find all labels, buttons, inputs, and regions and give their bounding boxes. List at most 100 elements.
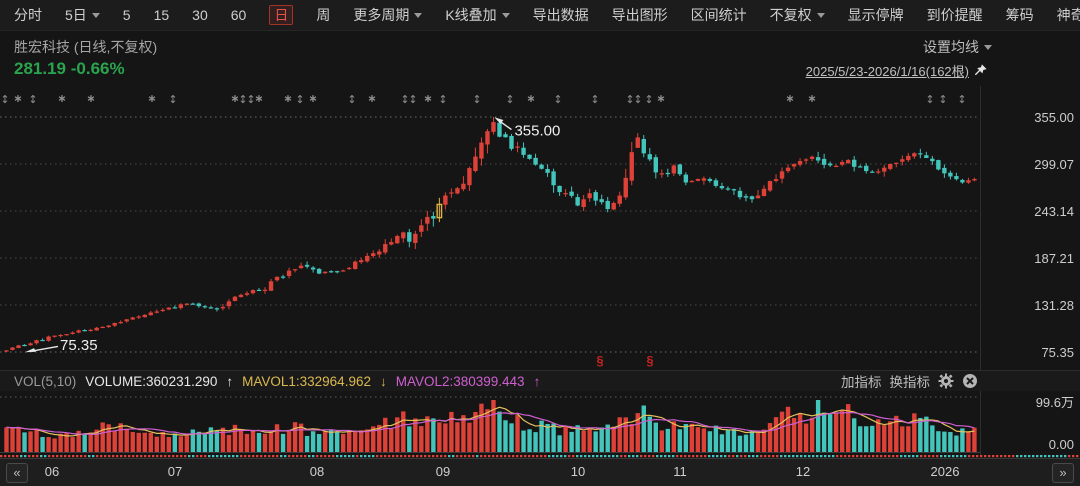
volume-bar xyxy=(22,432,27,452)
candle xyxy=(359,257,364,264)
volume-bar xyxy=(479,403,484,452)
switch-indicator-button[interactable]: 换指标 xyxy=(889,375,931,390)
candle xyxy=(683,172,689,186)
volume-bar xyxy=(791,417,797,452)
volume-bar xyxy=(870,425,875,452)
toolbar-item-17[interactable]: 神奇九 xyxy=(1056,7,1080,23)
volume-up-arrow: ↑ xyxy=(226,373,234,389)
price-change-pct: -0.66% xyxy=(70,59,125,78)
candle xyxy=(461,176,466,192)
volume-bar xyxy=(322,431,328,452)
time-axis-label-07: 07 xyxy=(167,464,183,479)
toolbar-item-5[interactable]: 60 xyxy=(230,7,247,23)
volume-bar xyxy=(689,423,695,452)
candle xyxy=(689,179,695,183)
candle xyxy=(623,168,628,200)
toolbar-item-6[interactable]: 日 xyxy=(269,5,294,25)
volume-bar xyxy=(737,435,743,452)
toolbar-item-14[interactable]: 显示停牌 xyxy=(847,7,904,23)
toolbar-item-11[interactable]: 导出图形 xyxy=(611,7,668,23)
svg-text:∗: ∗ xyxy=(86,92,95,105)
volume-bar xyxy=(28,431,33,452)
time-axis-label-12: 12 xyxy=(795,464,811,479)
date-range-link[interactable]: 2025/5/23-2026/1/16(162根) xyxy=(805,64,969,79)
volume-bar xyxy=(280,433,286,452)
volume-indicator-header: VOL(5,10) VOLUME:360231.290 ↑ MAVOL1:332… xyxy=(0,371,1080,391)
volume-bar xyxy=(593,431,598,452)
volume-bar xyxy=(761,429,767,452)
candle xyxy=(286,267,292,279)
toolbar-item-13[interactable]: 不复权 xyxy=(770,5,825,25)
candle xyxy=(202,305,208,309)
volume-bar xyxy=(34,428,39,452)
scroll-right-button[interactable]: » xyxy=(1052,463,1074,483)
toolbar-item-8[interactable]: 更多周期 xyxy=(353,5,423,25)
volume-bar xyxy=(906,426,911,452)
candle xyxy=(647,148,652,162)
gear-icon[interactable] xyxy=(938,373,954,389)
volume-bar xyxy=(40,436,45,452)
add-indicator-button[interactable]: 加指标 xyxy=(841,375,882,390)
volume-bar xyxy=(401,411,406,452)
candle xyxy=(665,168,671,177)
candle xyxy=(894,162,899,168)
toolbar-item-10[interactable]: 导出数据 xyxy=(532,7,589,23)
volume-bar xyxy=(972,427,977,452)
chevron-down-icon xyxy=(414,12,423,18)
price-axis-label: 299.07 xyxy=(1034,157,1074,172)
volume-bar xyxy=(845,404,851,452)
volume-bar xyxy=(148,432,153,452)
candle xyxy=(743,193,749,202)
volume-chart[interactable] xyxy=(0,392,980,455)
candle xyxy=(220,303,226,311)
ma-settings-button[interactable]: 设置均线 xyxy=(923,37,992,57)
volume-bar xyxy=(677,429,683,452)
volume-bar xyxy=(587,428,592,452)
candle xyxy=(100,326,105,329)
candle xyxy=(316,267,322,275)
volume-bar xyxy=(298,423,304,452)
volume-bar xyxy=(731,429,737,452)
candle xyxy=(106,324,111,328)
candle xyxy=(346,266,352,270)
candle xyxy=(569,186,574,198)
toolbar-item-2[interactable]: 5 xyxy=(122,7,131,23)
ma-settings-label: 设置均线 xyxy=(923,39,979,55)
toolbar-item-1[interactable]: 5日 xyxy=(65,5,100,25)
volume-bar xyxy=(707,431,713,452)
toolbar-item-4[interactable]: 30 xyxy=(192,7,208,23)
candle xyxy=(214,307,220,312)
toolbar-item-7[interactable]: 周 xyxy=(316,7,331,23)
candle xyxy=(713,178,719,188)
volume-axis-label: 99.6万 xyxy=(1035,395,1074,410)
candle xyxy=(46,335,51,342)
volume-bar xyxy=(954,435,959,452)
scroll-left-button[interactable]: « xyxy=(6,463,28,483)
svg-text:↕: ↕ xyxy=(590,93,599,106)
candlestick-chart[interactable]: ↕ ∗ ↕ ∗ ∗ ∗ ↕ ∗↕↕∗ ∗ ↕ ∗ ↕ ∗ ↕↕ ∗ ↕ ↕ ↕ ∗ ↕ ↕ ↕↕ ↕ ∗ ∗ ∗ ↕ ↕ ↕355.00… xyxy=(0,86,980,372)
svg-text:§: § xyxy=(646,353,653,368)
candle xyxy=(449,188,454,198)
candle xyxy=(280,274,286,280)
candle xyxy=(160,308,166,312)
pin-icon[interactable] xyxy=(973,63,988,78)
close-indicator-icon[interactable] xyxy=(962,373,978,389)
candle xyxy=(503,132,508,138)
volume-bar xyxy=(653,422,658,452)
toolbar-item-9[interactable]: K线叠加 xyxy=(445,5,510,25)
vol-params-label[interactable]: VOL(5,10) xyxy=(14,373,77,389)
volume-bar xyxy=(94,429,99,452)
volume-bar xyxy=(701,428,707,452)
candle xyxy=(473,147,478,173)
toolbar-item-0[interactable]: 分时 xyxy=(14,7,42,23)
candle xyxy=(436,197,443,223)
volume-bar xyxy=(214,430,220,452)
toolbar-item-3[interactable]: 15 xyxy=(153,7,170,23)
candle xyxy=(371,250,376,259)
toolbar-item-12[interactable]: 区间统计 xyxy=(690,7,747,23)
toolbar-item-15[interactable]: 到价提醒 xyxy=(926,7,983,23)
candle xyxy=(888,163,893,171)
candle xyxy=(966,177,971,184)
candle xyxy=(707,177,713,183)
toolbar-item-16[interactable]: 筹码 xyxy=(1005,7,1034,23)
